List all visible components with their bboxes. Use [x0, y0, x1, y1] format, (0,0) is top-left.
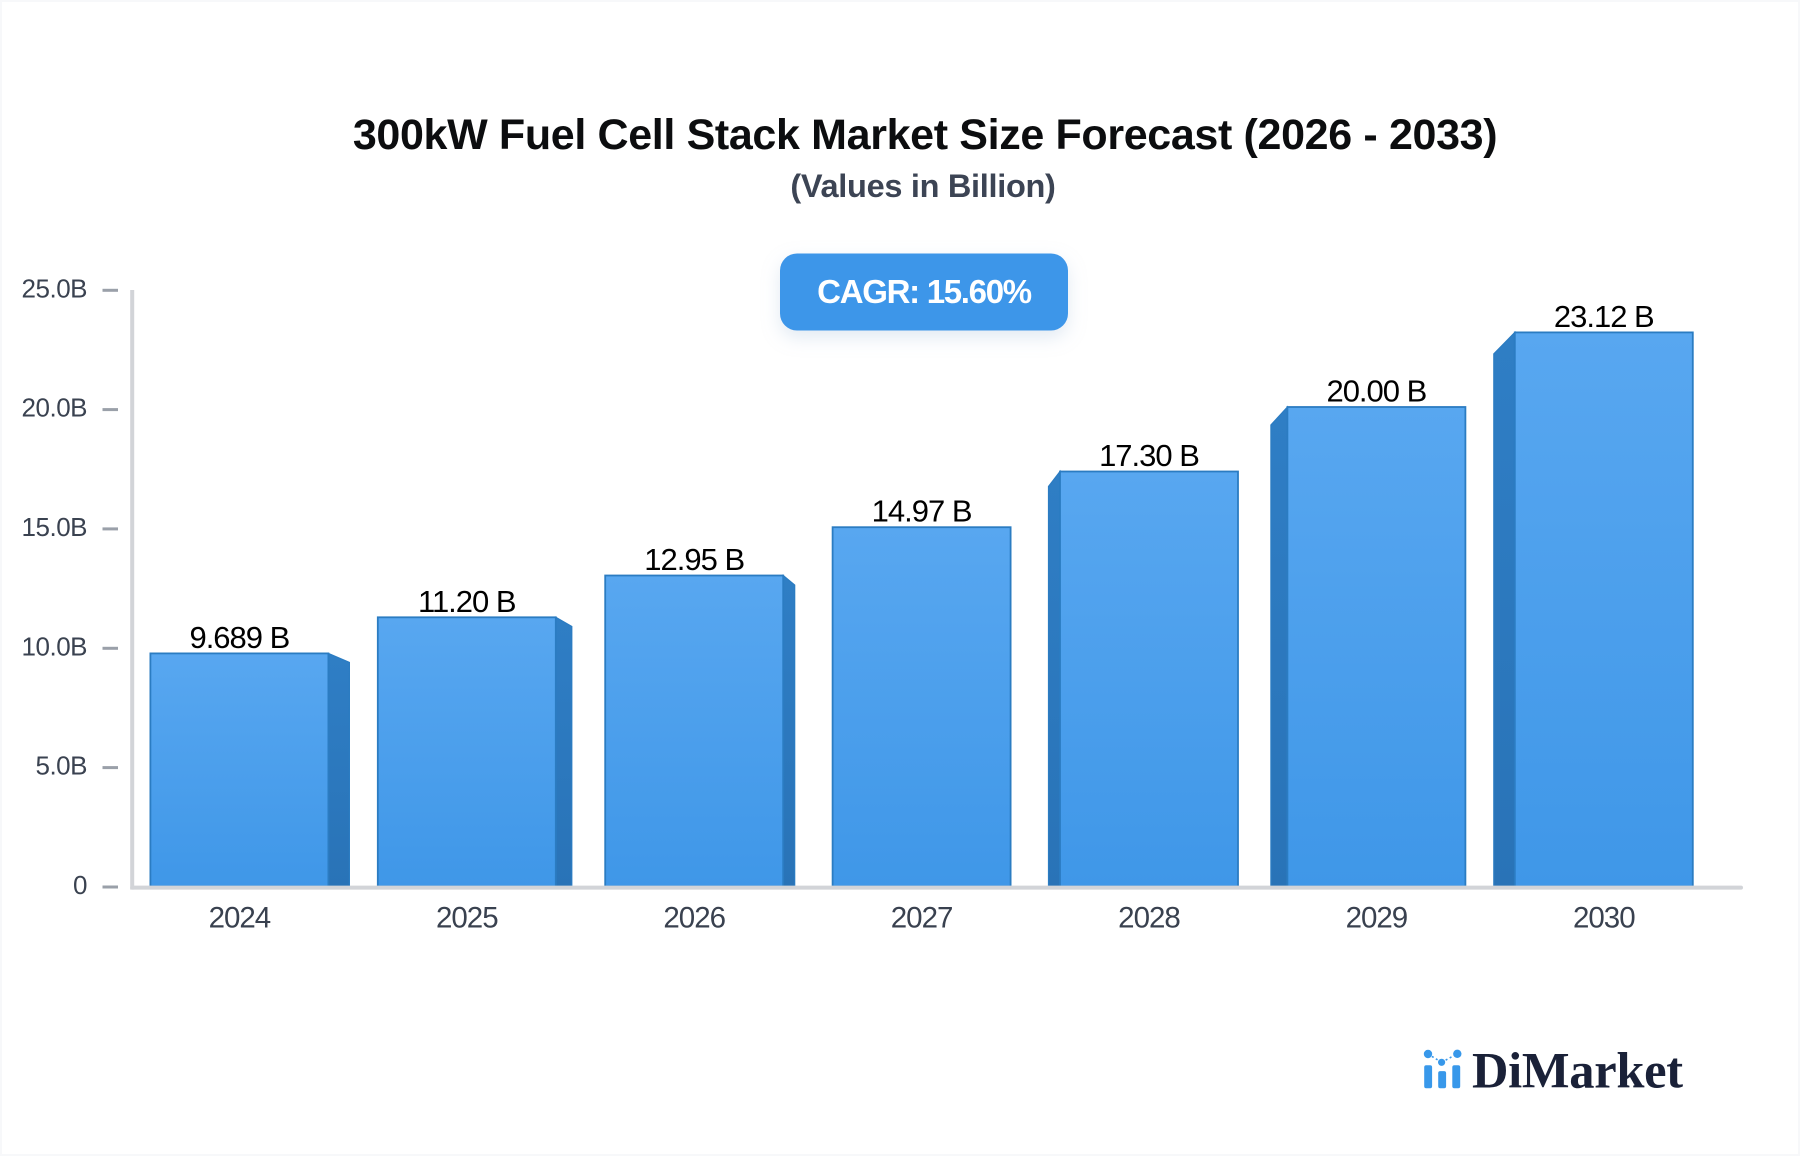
svg-text:12.95 B: 12.95 B [644, 542, 744, 577]
svg-text:20.0B: 20.0B [22, 393, 87, 423]
svg-text:2029: 2029 [1346, 902, 1408, 935]
svg-text:14.97 B: 14.97 B [872, 494, 972, 529]
svg-text:2028: 2028 [1118, 902, 1180, 935]
svg-text:11.20 B: 11.20 B [418, 584, 516, 619]
svg-text:(Values in Billion): (Values in Billion) [790, 168, 1055, 204]
svg-text:300kW Fuel Cell Stack Market S: 300kW Fuel Cell Stack Market Size Foreca… [353, 111, 1497, 159]
svg-text:DiMarket: DiMarket [1472, 1043, 1683, 1099]
svg-text:17.30 B: 17.30 B [1099, 438, 1199, 473]
svg-text:10.0B: 10.0B [22, 631, 87, 661]
svg-text:0: 0 [73, 870, 87, 900]
svg-text:2024: 2024 [209, 902, 271, 935]
svg-text:2025: 2025 [436, 902, 498, 935]
svg-text:23.12 B: 23.12 B [1554, 299, 1654, 334]
svg-text:25.0B: 25.0B [22, 273, 87, 303]
svg-text:CAGR: 15.60%: CAGR: 15.60% [817, 273, 1032, 310]
svg-text:20.00 B: 20.00 B [1326, 374, 1426, 409]
svg-text:2026: 2026 [663, 902, 725, 935]
svg-text:15.0B: 15.0B [22, 512, 87, 542]
svg-text:5.0B: 5.0B [36, 751, 88, 781]
svg-text:9.689 B: 9.689 B [189, 620, 289, 655]
svg-text:2027: 2027 [891, 902, 953, 935]
svg-text:2030: 2030 [1573, 902, 1635, 935]
